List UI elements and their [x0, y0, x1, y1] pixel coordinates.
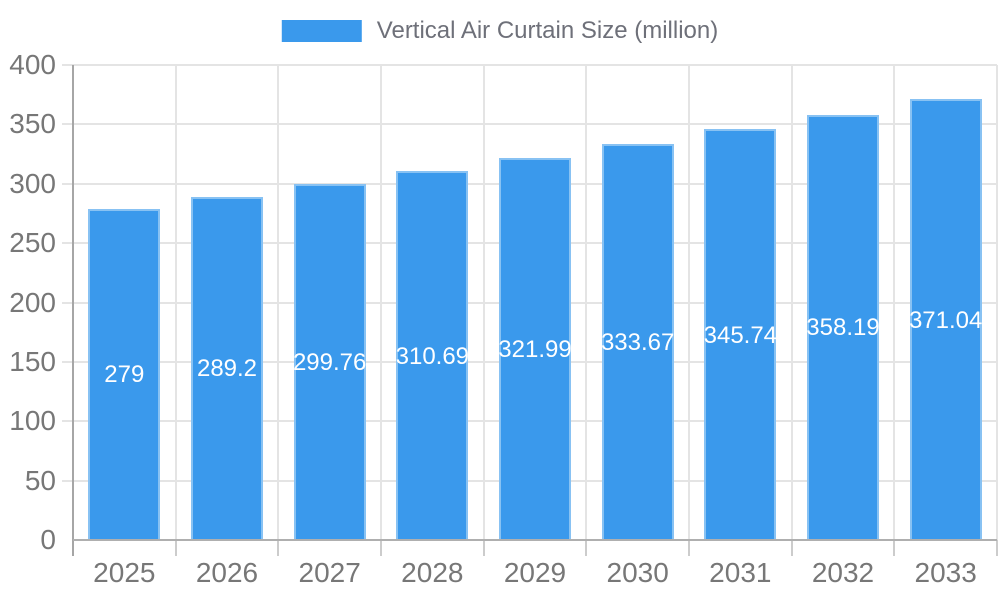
gridline-vertical: [893, 65, 896, 540]
plot-area: 279 289.2 299.76 310.69 321.99 333.67 345.74 35…: [62, 64, 998, 556]
bar-2025[interactable]: 279: [88, 208, 161, 540]
x-tick-label: 2030: [606, 557, 669, 588]
bar-2032[interactable]: 358.19: [806, 114, 880, 540]
x-tick-label: 2033: [914, 557, 977, 588]
y-tick-label: 300: [9, 167, 56, 199]
y-tick-label: 350: [9, 108, 56, 140]
bar-2030[interactable]: 333.67: [600, 143, 675, 540]
gridline-vertical: [174, 65, 177, 540]
x-axis-line: [73, 539, 997, 541]
bar-value-label: 345.74: [703, 321, 778, 349]
x-axis-tick: [688, 540, 690, 556]
y-axis-line: [72, 65, 74, 556]
x-tick-label: 2031: [709, 557, 772, 588]
bar-value-label: 333.67: [600, 328, 675, 356]
gridline-vertical: [482, 65, 485, 540]
y-tick-label: 100: [9, 405, 56, 437]
x-axis-tick: [585, 540, 588, 556]
legend-swatch: [281, 20, 362, 42]
x-axis-tick: [482, 540, 485, 556]
bar-2031[interactable]: 345.74: [703, 129, 778, 540]
x-axis-tick: [174, 540, 177, 556]
y-tick-label: 250: [9, 227, 56, 259]
y-tick-label: 50: [24, 464, 56, 496]
y-tick-label: 200: [9, 286, 56, 318]
gridline-horizontal: [62, 64, 997, 66]
y-tick-label: 400: [9, 49, 56, 80]
gridline-vertical: [790, 65, 793, 540]
bar-value-label: 321.99: [498, 335, 572, 363]
y-tick-label: 150: [9, 345, 56, 377]
gridline-vertical: [688, 65, 690, 540]
gridline-vertical: [380, 65, 382, 540]
bar-value-label: 279: [104, 361, 145, 389]
legend-label: Vertical Air Curtain Size (million): [376, 17, 719, 44]
bar-value-label: 310.69: [395, 342, 470, 370]
x-axis-tick: [790, 540, 793, 556]
gridline-vertical: [277, 65, 280, 540]
y-tick-label: 0: [40, 524, 56, 555]
x-axis-tick: [277, 540, 280, 556]
bar-2026[interactable]: 289.2: [191, 196, 263, 540]
x-axis-tick: [996, 540, 998, 556]
bar-value-label: 371.04: [908, 306, 983, 334]
x-tick-label: 2032: [811, 557, 875, 588]
bar-value-label: 289.2: [196, 355, 258, 383]
bar-2033[interactable]: 371.04: [908, 99, 983, 540]
bar-value-label: 358.19: [806, 314, 880, 342]
bar-2029[interactable]: 321.99: [498, 157, 572, 540]
x-tick-label: 2026: [195, 557, 259, 588]
x-tick-label: 2028: [401, 557, 464, 588]
gridline-vertical: [996, 65, 998, 540]
legend[interactable]: Vertical Air Curtain Size (million): [281, 17, 719, 45]
bar-2027[interactable]: 299.76: [292, 184, 367, 540]
x-tick-label: 2029: [503, 557, 567, 588]
x-tick-label: 2025: [93, 557, 156, 588]
bar-value-label: 299.76: [292, 349, 367, 377]
gridline-horizontal: [62, 123, 997, 126]
x-tick-label: 2027: [298, 557, 361, 588]
x-axis-tick: [893, 540, 896, 556]
x-axis-tick: [380, 540, 382, 556]
gridline-vertical: [585, 65, 588, 540]
bar-2028[interactable]: 310.69: [395, 171, 470, 540]
